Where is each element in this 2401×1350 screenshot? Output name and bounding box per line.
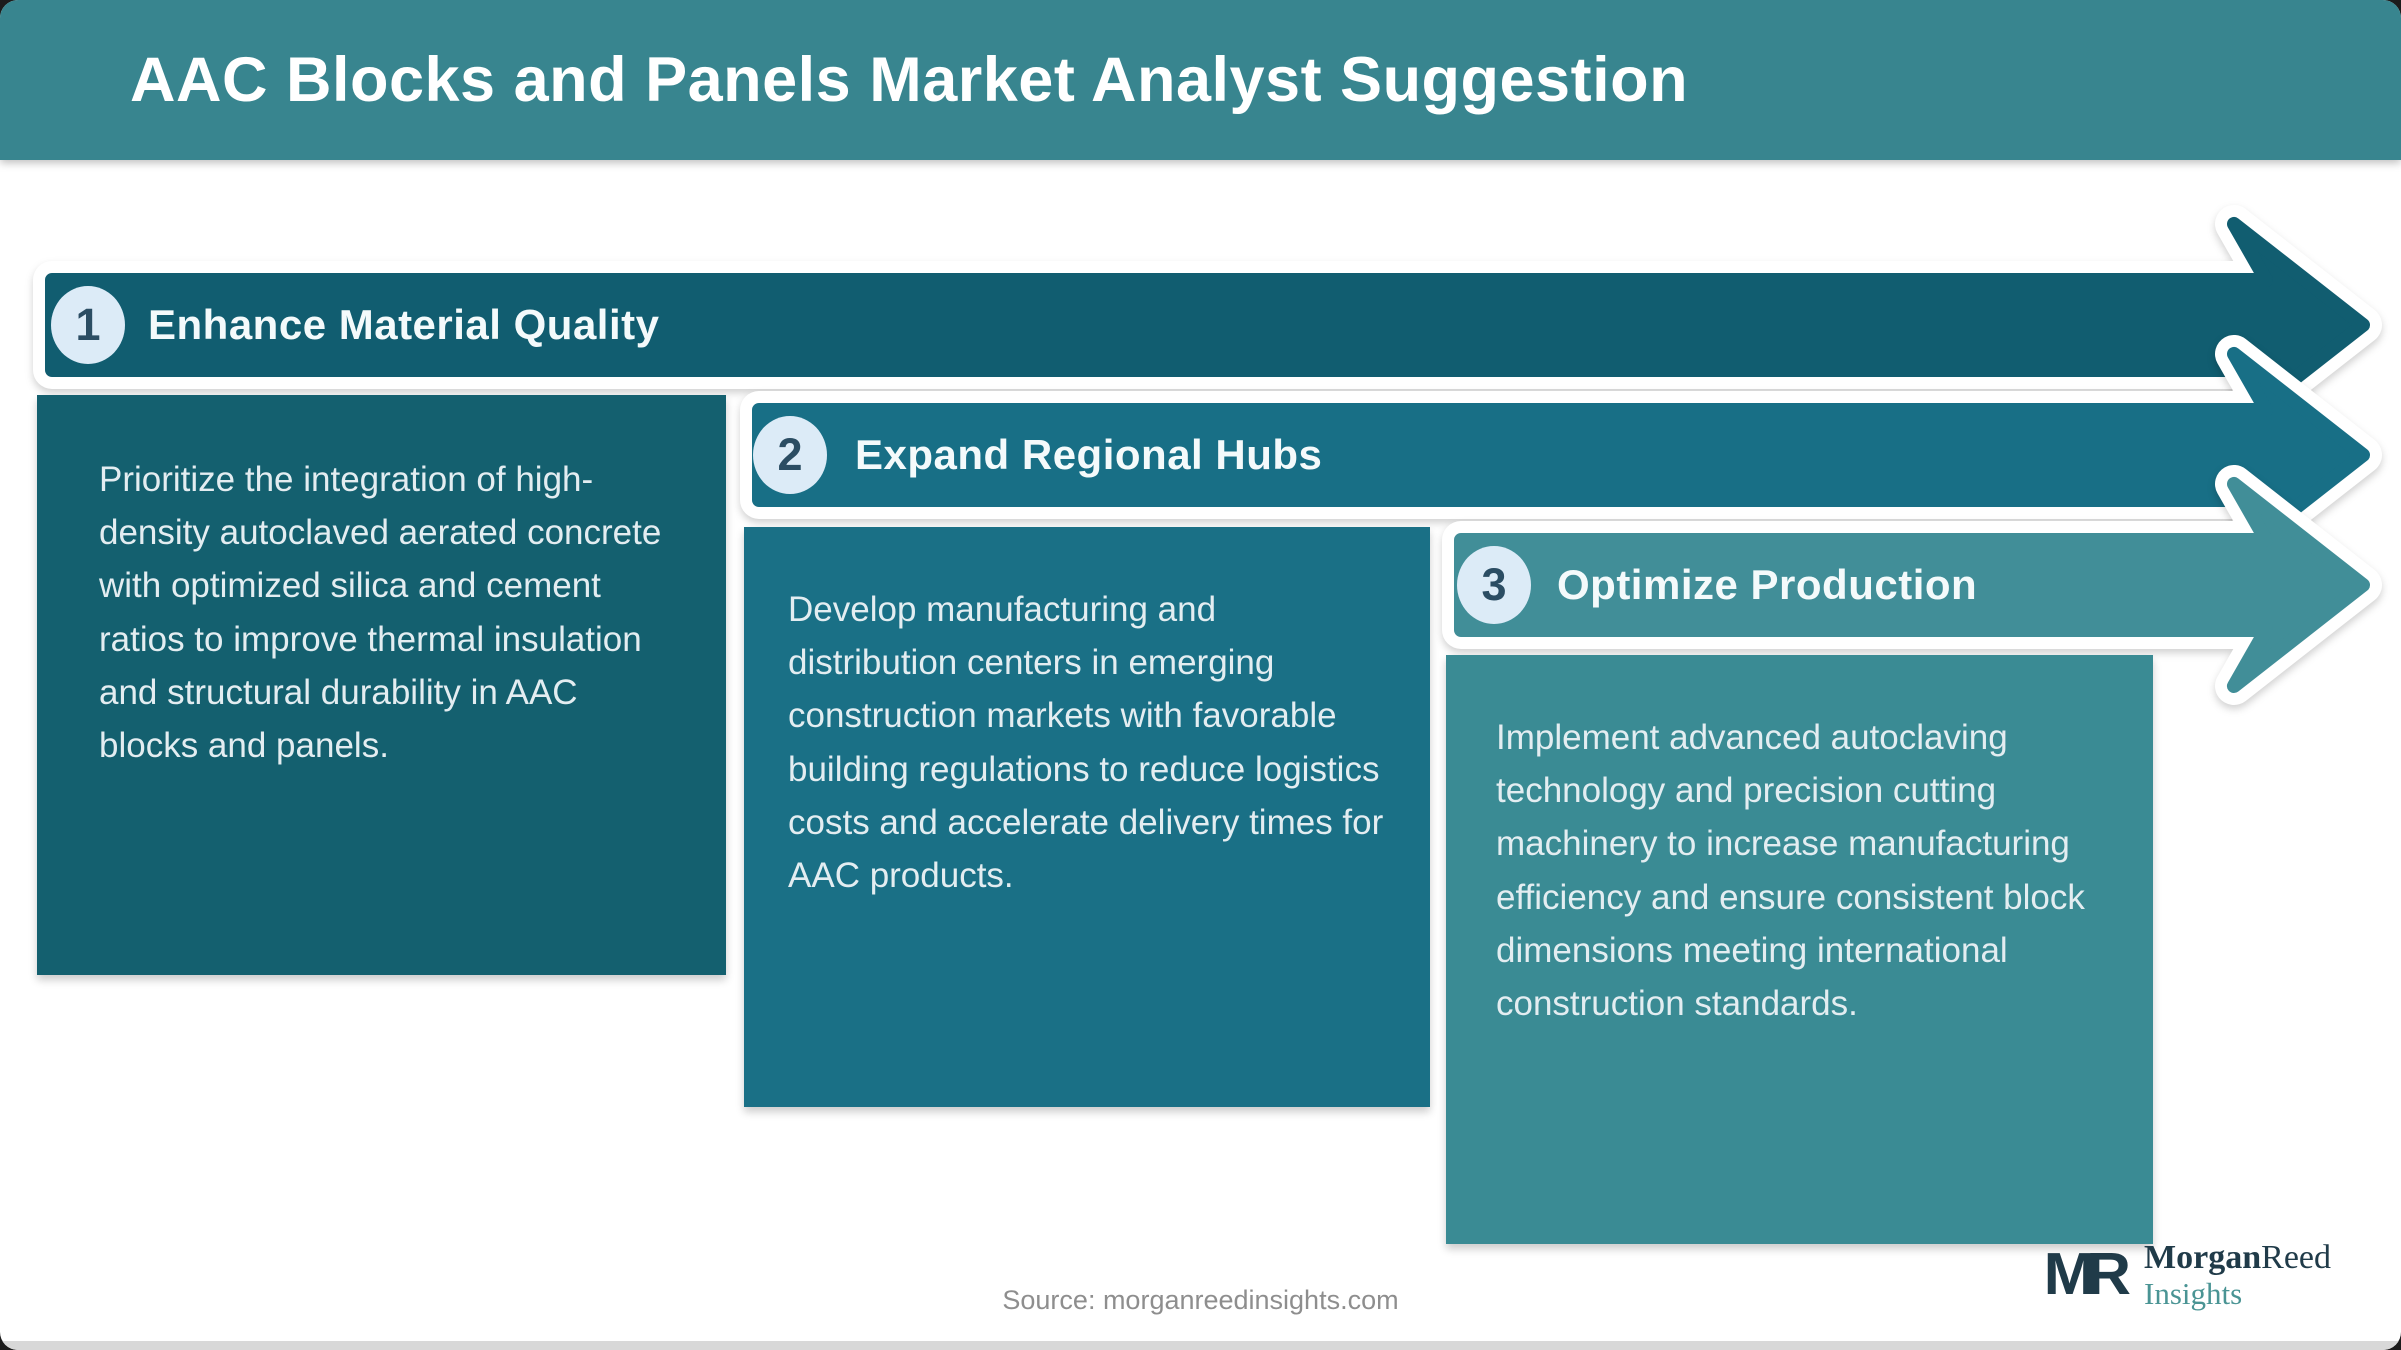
step-1-description-box: Prioritize the integration of high-densi…	[37, 395, 726, 975]
step-2-description: Develop manufacturing and distribution c…	[788, 590, 1384, 895]
step-3-description: Implement advanced autoclaving technolog…	[1496, 718, 2085, 1023]
step-2-description-box: Develop manufacturing and distribution c…	[744, 527, 1430, 1107]
page-title: AAC Blocks and Panels Market Analyst Sug…	[130, 45, 1689, 115]
header-band: AAC Blocks and Panels Market Analyst Sug…	[0, 0, 2401, 160]
morganreed-logo: MR MorganReed Insights	[2043, 1238, 2331, 1311]
step-3-title: Optimize Production	[1557, 561, 1978, 608]
logo-name-bold: Morgan	[2144, 1238, 2262, 1276]
step-1-number: 1	[75, 299, 101, 350]
step-2-number-badge: 2	[753, 416, 827, 494]
morganreed-logo-text: MorganReed Insights	[2144, 1238, 2331, 1311]
step-1-title: Enhance Material Quality	[148, 301, 660, 348]
step-3-description-box: Implement advanced autoclaving technolog…	[1446, 655, 2153, 1244]
logo-name-regular: Reed	[2261, 1238, 2331, 1276]
step-3-number-badge: 3	[1457, 546, 1531, 624]
logo-tagline: Insights	[2144, 1275, 2243, 1311]
source-attribution: Source: morganreedinsights.com	[1002, 1285, 1399, 1315]
bottom-strip	[0, 1341, 2401, 1350]
step-1-description: Prioritize the integration of high-densi…	[99, 460, 662, 765]
step-1-number-badge: 1	[51, 286, 125, 364]
morganreed-logo-mark: MR	[2043, 1241, 2131, 1308]
step-2-title: Expand Regional Hubs	[855, 431, 1323, 478]
logo-company-name: MorganReed	[2144, 1238, 2331, 1277]
step-3-number: 3	[1481, 559, 1507, 610]
step-2-number: 2	[777, 429, 803, 480]
